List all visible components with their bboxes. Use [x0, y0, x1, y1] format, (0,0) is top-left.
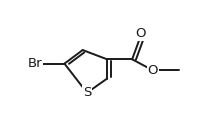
Text: O: O	[148, 64, 158, 77]
Text: O: O	[135, 27, 146, 40]
Text: S: S	[83, 86, 91, 99]
Text: Br: Br	[28, 57, 43, 70]
